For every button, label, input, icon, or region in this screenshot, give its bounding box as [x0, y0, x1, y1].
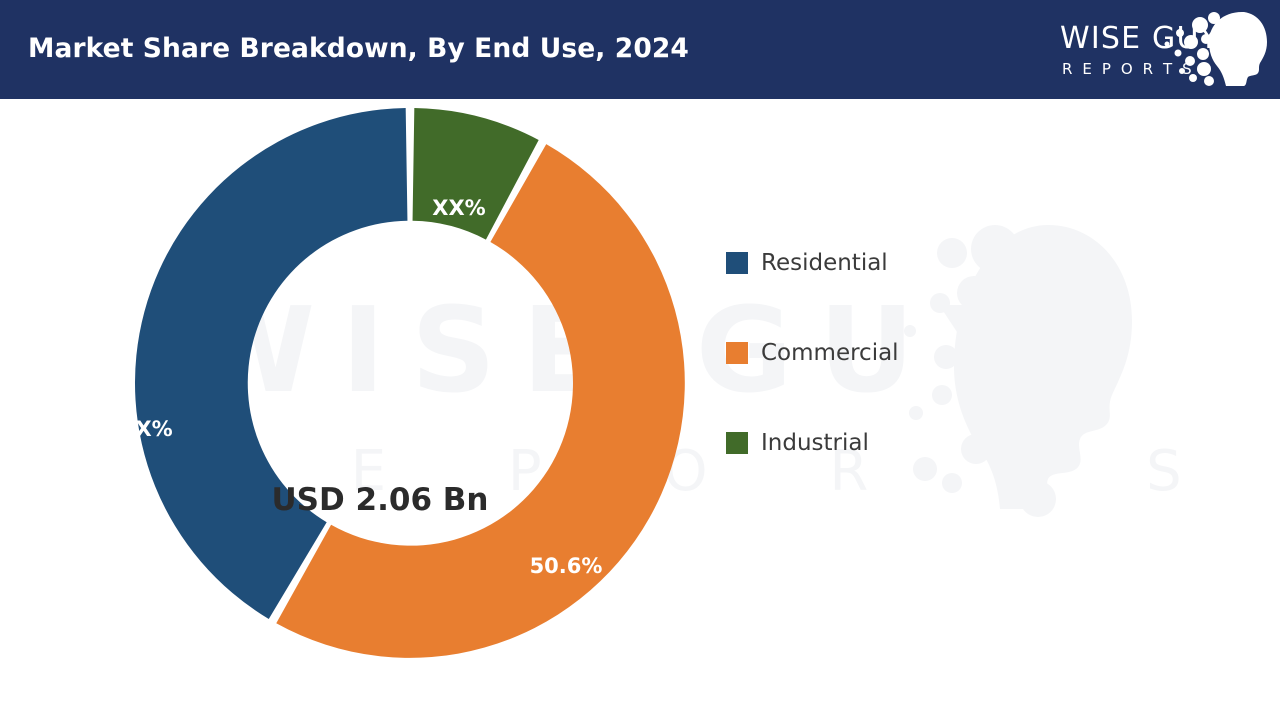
logo-wordmark-line2: R E P O R T S	[1062, 60, 1194, 78]
page-title: Market Share Breakdown, By End Use, 2024	[28, 33, 689, 64]
legend-swatch-industrial	[726, 431, 748, 454]
chart-legend: Residential Commercial Industrial	[726, 249, 1026, 519]
legend-swatch-commercial	[726, 341, 748, 364]
donut-slice-residential[interactable]	[134, 108, 408, 619]
legend-swatch-residential	[726, 251, 748, 274]
legend-label-residential: Residential	[761, 249, 888, 276]
logo-head-profile-icon	[1164, 11, 1267, 86]
donut-label-commercial: 50.6%	[530, 554, 603, 578]
donut-label-residential: XX%	[119, 417, 172, 441]
legend-label-industrial: Industrial	[761, 429, 869, 456]
donut-label-industrial: XX%	[432, 196, 485, 220]
legend-item-industrial[interactable]: Industrial	[726, 429, 1026, 456]
legend-item-residential[interactable]: Residential	[726, 249, 1026, 276]
donut-slices	[134, 108, 685, 658]
donut-slice-industrial[interactable]	[412, 108, 539, 240]
chart-area: WISE GUY R E P O R T S	[0, 99, 1280, 720]
header-bar: Market Share Breakdown, By End Use, 2024…	[0, 0, 1280, 99]
donut-chart: XX% 50.6% XX%	[119, 108, 685, 658]
legend-label-commercial: Commercial	[761, 339, 899, 366]
donut-center-value: USD 2.06 Bn	[271, 482, 489, 518]
donut-slice-commercial[interactable]	[276, 144, 685, 658]
legend-item-commercial[interactable]: Commercial	[726, 339, 1026, 366]
brand-logo: WISE GUY R E P O R T S	[1060, 11, 1267, 86]
